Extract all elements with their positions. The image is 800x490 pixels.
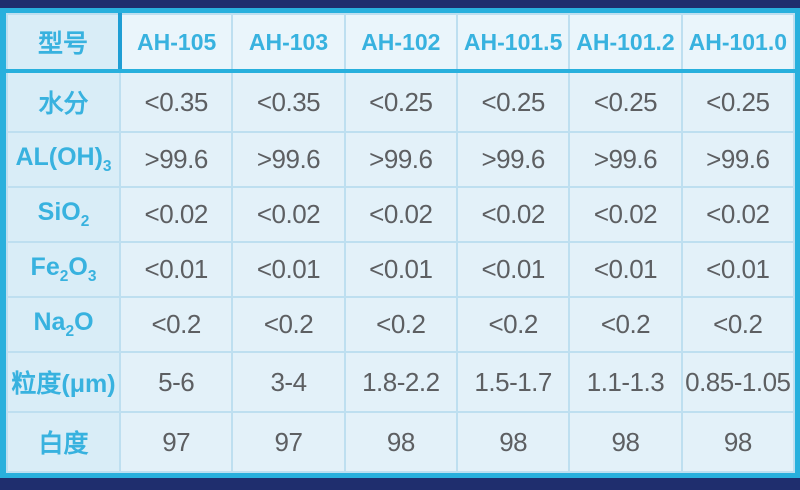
row-label-cell: AL(OH)3	[6, 131, 121, 189]
value-cell: 97	[118, 411, 234, 473]
value-cell: <0.02	[455, 186, 571, 244]
value-cell: 1.8-2.2	[343, 351, 458, 414]
table-row: 水分 <0.35 <0.35 <0.25 <0.25 <0.25 <0.25	[6, 69, 796, 134]
row-label-cell: 水分	[6, 69, 121, 134]
value-cell: 98	[568, 411, 683, 473]
value-cell: <0.35	[231, 69, 346, 134]
row-label-cell: Fe2O3	[6, 241, 121, 299]
table-row: Fe2O3 <0.01 <0.01 <0.01 <0.01 <0.01 <0.01	[6, 241, 796, 299]
label-text: 粒度(μm)	[11, 370, 116, 399]
value-cell: <0.35	[118, 69, 234, 134]
table-row: AL(OH)3 >99.6 >99.6 >99.6 >99.6 >99.6 >99.6	[6, 131, 796, 189]
value-cell: <0.01	[118, 241, 234, 299]
value-cell: <0.01	[568, 241, 683, 299]
value-cell: 98	[343, 411, 458, 473]
value-cell: <0.02	[231, 186, 346, 244]
value-cell: <0.01	[231, 241, 346, 299]
value-cell: 5-6	[118, 351, 234, 414]
label-text: O	[68, 253, 88, 282]
label-text: Fe	[30, 253, 60, 282]
value-cell: <0.25	[568, 69, 683, 134]
row-label-cell: 粒度(μm)	[6, 351, 121, 414]
value-cell: <0.01	[680, 241, 796, 299]
value-cell: <0.02	[118, 186, 234, 244]
label-subscript: 2	[59, 268, 69, 286]
model-header-cell: AH-101.5	[455, 13, 571, 73]
value-cell: <0.2	[118, 296, 234, 354]
model-header-cell: AH-103	[231, 13, 346, 73]
value-cell: <0.2	[455, 296, 571, 354]
model-header-cell: AH-101.2	[568, 13, 683, 73]
value-cell: <0.2	[680, 296, 796, 354]
value-cell: <0.02	[343, 186, 458, 244]
value-cell: <0.02	[568, 186, 683, 244]
label-text: Na	[33, 308, 66, 337]
table-row: Na2O <0.2 <0.2 <0.2 <0.2 <0.2 <0.2	[6, 296, 796, 354]
row-label-cell: Na2O	[6, 296, 121, 354]
value-cell: <0.01	[455, 241, 571, 299]
value-cell: 3-4	[231, 351, 346, 414]
row-label-cell: SiO2	[6, 186, 121, 244]
value-cell: <0.25	[343, 69, 458, 134]
table-row: 白度 97 97 98 98 98 98	[6, 411, 796, 473]
value-cell: 0.85-1.05	[680, 351, 796, 414]
model-header-cell: AH-102	[343, 13, 458, 73]
value-cell: 98	[680, 411, 796, 473]
value-cell: <0.2	[568, 296, 683, 354]
value-cell: >99.6	[343, 131, 458, 189]
label-subscript: 3	[87, 268, 97, 286]
value-cell: 98	[455, 411, 571, 473]
value-cell: <0.2	[343, 296, 458, 354]
model-column-title: 型号	[6, 13, 122, 73]
value-cell: >99.6	[231, 131, 346, 189]
table-row: 粒度(μm) 5-6 3-4 1.8-2.2 1.5-1.7 1.1-1.3 0.85-1.…	[6, 351, 796, 414]
value-cell: >99.6	[455, 131, 571, 189]
label-subscript: 2	[80, 213, 90, 231]
value-cell: 1.1-1.3	[568, 351, 683, 414]
label-text: 白度	[38, 430, 89, 459]
table-body: 水分 <0.35 <0.35 <0.25 <0.25 <0.25 <0.25 AL(OH)3 >…	[6, 69, 796, 473]
row-label-cell: 白度	[6, 411, 121, 473]
value-cell: <0.25	[680, 69, 796, 134]
model-header-cell: AH-101.0	[680, 13, 796, 73]
label-subscript: 2	[65, 323, 75, 341]
label-text: 水分	[38, 90, 89, 119]
value-cell: <0.2	[231, 296, 346, 354]
label-text: SiO	[37, 198, 81, 227]
value-cell: >99.6	[118, 131, 234, 189]
header-row: 型号 AH-105 AH-103 AH-102 AH-101.5 AH-101.2 AH-…	[6, 13, 796, 73]
value-cell: >99.6	[568, 131, 683, 189]
label-subscript: 3	[102, 158, 112, 176]
value-cell: <0.01	[343, 241, 458, 299]
product-spec-table: 型号 AH-105 AH-103 AH-102 AH-101.5 AH-101.2 AH-…	[6, 13, 796, 473]
model-header-cell: AH-105	[118, 13, 234, 73]
value-cell: >99.6	[680, 131, 796, 189]
value-cell: <0.25	[455, 69, 571, 134]
table-row: SiO2 <0.02 <0.02 <0.02 <0.02 <0.02 <0.02	[6, 186, 796, 244]
value-cell: <0.02	[680, 186, 796, 244]
table-frame: 型号 AH-105 AH-103 AH-102 AH-101.5 AH-101.2 AH-…	[0, 8, 800, 478]
value-cell: 1.5-1.7	[455, 351, 571, 414]
label-text: AL(OH)	[15, 143, 103, 172]
value-cell: 97	[231, 411, 346, 473]
label-text: O	[74, 308, 94, 337]
